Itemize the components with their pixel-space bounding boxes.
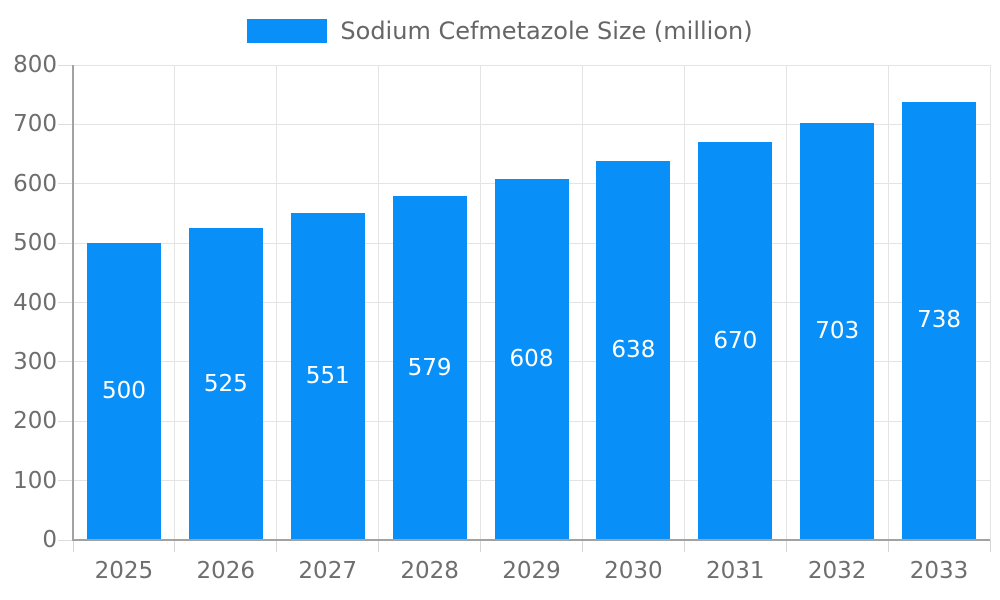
legend[interactable]: Sodium Cefmetazole Size (million): [0, 17, 1000, 45]
bar-value-label: 703: [815, 317, 860, 344]
gridline-x: [276, 65, 278, 540]
plot-right-border: [989, 65, 991, 540]
y-axis-tick-label: 500: [13, 230, 57, 257]
x-axis-tick-label: 2032: [807, 558, 867, 584]
bar-value-label: 670: [713, 327, 758, 354]
y-tick-mark: [58, 302, 73, 303]
y-axis-tick-label: 600: [13, 170, 57, 197]
y-tick-mark: [58, 183, 73, 185]
x-axis-tick-label: 2030: [604, 558, 663, 584]
y-tick-mark: [58, 420, 73, 422]
y-axis-tick-label: 700: [13, 111, 57, 138]
bar-2027: 551: [290, 212, 365, 539]
y-tick-mark: [58, 539, 73, 541]
x-axis-tick-label: 2029: [502, 558, 561, 584]
x-axis-tick-label: 2033: [909, 558, 969, 584]
x-tick-mark: [174, 540, 176, 552]
x-axis-tick-label: 2031: [705, 558, 765, 584]
bar-value-label: 608: [509, 346, 554, 372]
bar-2025: 500: [86, 243, 161, 539]
y-tick-mark: [58, 242, 73, 244]
x-tick-mark: [683, 540, 685, 552]
x-tick-mark: [276, 540, 278, 552]
y-axis-tick-label: 400: [13, 289, 57, 316]
bar-value-label: 500: [101, 378, 146, 405]
bar-value-label: 551: [305, 362, 350, 389]
bar-2028: 579: [392, 196, 467, 539]
bar-value-label: 579: [407, 354, 452, 381]
gridline-x: [174, 65, 176, 540]
y-axis-tick-label: 0: [42, 527, 57, 553]
bar-2030: 638: [596, 161, 671, 539]
gridline-x: [581, 65, 583, 540]
x-tick-mark: [785, 540, 787, 552]
x-axis-tick-label: 2025: [94, 558, 154, 584]
bar-2032: 703: [800, 122, 875, 539]
x-tick-mark: [480, 540, 482, 552]
x-tick-mark: [989, 540, 991, 552]
gridline-x: [378, 65, 380, 540]
y-tick-mark: [58, 123, 73, 125]
x-axis-tick-label: 2027: [298, 558, 357, 584]
gridline-y-800: [73, 64, 990, 66]
bar-value-label: 525: [203, 370, 248, 397]
gridline-x: [887, 65, 889, 540]
x-axis-tick-label: 2026: [196, 558, 256, 584]
x-tick-mark: [378, 540, 380, 552]
x-axis-line: [72, 539, 990, 541]
legend-label: Sodium Cefmetazole Size (million): [340, 17, 753, 45]
x-tick-mark: [581, 540, 583, 552]
y-tick-mark: [58, 480, 73, 482]
x-axis-tick-label: 2028: [400, 558, 459, 584]
bar-2031: 670: [698, 142, 773, 539]
bar-value-label: 738: [917, 307, 961, 334]
bar-2029: 608: [494, 179, 569, 539]
y-axis-line: [72, 65, 74, 540]
x-tick-mark: [887, 540, 889, 552]
gridline-x: [785, 65, 787, 540]
bar-2033: 738: [902, 101, 977, 539]
gridline-y-700: [73, 123, 990, 125]
y-axis-tick-label: 300: [13, 348, 57, 375]
legend-swatch-icon: [247, 19, 328, 43]
y-tick-mark: [58, 64, 73, 66]
y-axis-tick-label: 800: [13, 52, 57, 78]
y-axis-tick-label: 100: [13, 467, 57, 494]
bar-value-label: 638: [611, 337, 656, 364]
y-tick-mark: [58, 361, 73, 363]
gridline-x: [480, 65, 482, 540]
bar-2026: 525: [188, 228, 263, 539]
y-axis-tick-label: 200: [13, 408, 57, 435]
gridline-x: [683, 65, 685, 540]
x-tick-mark: [72, 540, 74, 552]
